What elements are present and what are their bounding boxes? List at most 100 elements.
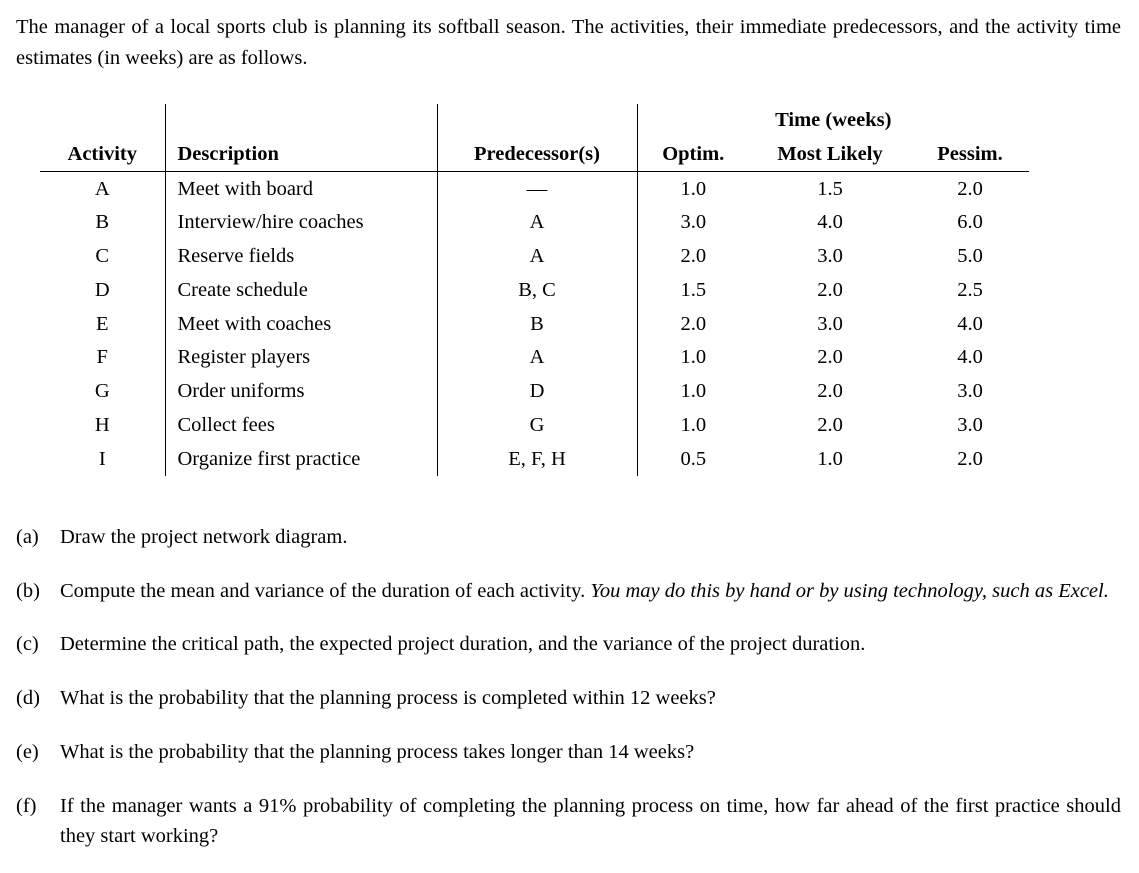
question-text: What is the probability that the plannin… [60,683,1121,714]
activity-header: Activity [40,137,166,173]
table-row: F Register players A 1.0 2.0 4.0 [40,340,1029,375]
spacer-cell [165,103,438,138]
question-text-main: What is the probability that the plannin… [60,740,695,763]
question-c: (c) Determine the critical path, the exp… [16,629,1121,660]
most-likely-cell: 4.0 [817,211,843,234]
question-text-italic: You may do this by hand or by using tech… [590,579,1109,602]
question-label: (c) [16,633,39,656]
pessim-header: Pessim. [911,137,1029,173]
question-d: (d) What is the probability that the pla… [16,683,1121,714]
question-label: (e) [16,740,39,763]
optim-cell: 2.0 [680,245,707,267]
pessim-cell: 3.0 [957,413,983,436]
activity-cell: D [40,273,166,307]
optim-cell: 0.5 [680,447,707,470]
predecessor-cell: B [437,307,638,341]
activity-cell: H [40,408,166,442]
question-text-main: Compute the mean and variance of the dur… [60,579,591,602]
question-b: (b) Compute the mean and variance of the… [16,576,1121,607]
most-likely-cell: 2.0 [817,380,843,402]
description-cell: Collect fees [165,408,438,442]
question-e: (e) What is the probability that the pla… [16,737,1121,768]
predecessor-cell: — [437,171,638,206]
pessim-cell: 6.0 [957,211,983,234]
predecessor-cell: A [437,205,638,240]
predecessor-cell: D [437,374,638,409]
description-cell: Interview/hire coaches [165,205,438,240]
question-label: (f) [16,794,37,817]
description-cell: Create schedule [165,273,438,307]
predecessor-cell: E, F, H [437,442,638,476]
optim-cell: 3.0 [680,211,707,234]
pessim-cell: 2.0 [957,447,983,470]
question-text-main: What is the probability that the plannin… [60,687,716,709]
table-row: B Interview/hire coaches A 3.0 4.0 6.0 [40,205,1029,240]
question-a: (a) Draw the project network diagram. [16,522,1121,553]
time-group-header-row: Time (weeks) [40,103,1029,138]
pessim-cell: 2.5 [957,278,983,301]
spacer-cell [437,103,638,138]
intro-paragraph: The manager of a local sports club is pl… [16,16,1121,69]
question-label: (b) [16,579,40,602]
description-cell: Register players [165,340,438,375]
most-likely-cell: 3.0 [817,312,843,335]
description-header: Description [165,137,438,173]
activity-cell: C [40,239,166,274]
description-cell: Organize first practice [165,442,438,476]
most-likely-cell: 1.0 [817,447,843,470]
question-text-main: Determine the critical path, the expecte… [60,633,866,656]
table-row: A Meet with board — 1.0 1.5 2.0 [40,171,1029,206]
optim-cell: 1.0 [680,413,707,436]
activity-cell: F [40,340,166,375]
table-row: I Organize first practice E, F, H 0.5 1.… [40,442,1029,476]
question-f: (f) If the manager wants a 91% probabili… [16,791,1121,853]
optim-cell: 1.0 [680,177,707,200]
question-label: (d) [16,687,40,709]
activity-cell: E [40,307,166,341]
activity-cell: G [40,374,166,409]
description-cell: Meet with board [165,171,438,206]
predecessor-cell: A [437,340,638,375]
table-row: D Create schedule B, C 1.5 2.0 2.5 [40,273,1029,307]
column-header-row: Activity Description Predecessor(s) Opti… [40,137,1029,173]
question-text-main: Draw the project network diagram. [60,525,348,548]
activity-cell: I [40,442,166,476]
table-row: G Order uniforms D 1.0 2.0 3.0 [40,374,1029,409]
optim-cell: 1.0 [680,380,707,402]
table-row: E Meet with coaches B 2.0 3.0 4.0 [40,307,1029,341]
most-likely-cell: 1.5 [817,177,843,200]
description-cell: Meet with coaches [165,307,438,341]
question-text: Determine the critical path, the expecte… [60,629,1121,660]
question-text: Compute the mean and variance of the dur… [60,576,1121,607]
question-label: (a) [16,525,39,548]
most-likely-header: Most Likely [749,137,911,173]
optim-header: Optim. [637,137,749,173]
question-text: Draw the project network diagram. [60,522,1121,553]
activity-cell: A [40,171,166,206]
questions-list: (a) Draw the project network diagram. (b… [16,522,1121,852]
most-likely-cell: 2.0 [817,346,843,369]
predecessor-cell: B, C [437,273,638,307]
activity-table: Time (weeks) Activity Description Predec… [40,103,1029,476]
question-text: If the manager wants a 91% probability o… [60,791,1121,853]
predecessor-cell: G [437,408,638,442]
predecessor-cell: A [437,239,638,274]
table-row: H Collect fees G 1.0 2.0 3.0 [40,408,1029,442]
question-text-main: If the manager wants a 91% probability o… [60,794,1121,848]
predecessor-header: Predecessor(s) [437,137,638,173]
spacer-cell [40,103,166,138]
most-likely-cell: 2.0 [817,278,843,301]
description-cell: Reserve fields [165,239,438,274]
table-row: C Reserve fields A 2.0 3.0 5.0 [40,239,1029,274]
optim-cell: 1.0 [680,346,707,369]
pessim-cell: 2.0 [957,177,983,200]
pessim-cell: 5.0 [957,245,983,267]
time-weeks-header: Time (weeks) [775,109,892,131]
most-likely-cell: 2.0 [817,413,843,436]
pessim-cell: 4.0 [957,346,983,369]
pessim-cell: 4.0 [957,312,983,335]
pessim-cell: 3.0 [957,380,983,402]
activity-cell: B [40,205,166,240]
description-cell: Order uniforms [165,374,438,409]
